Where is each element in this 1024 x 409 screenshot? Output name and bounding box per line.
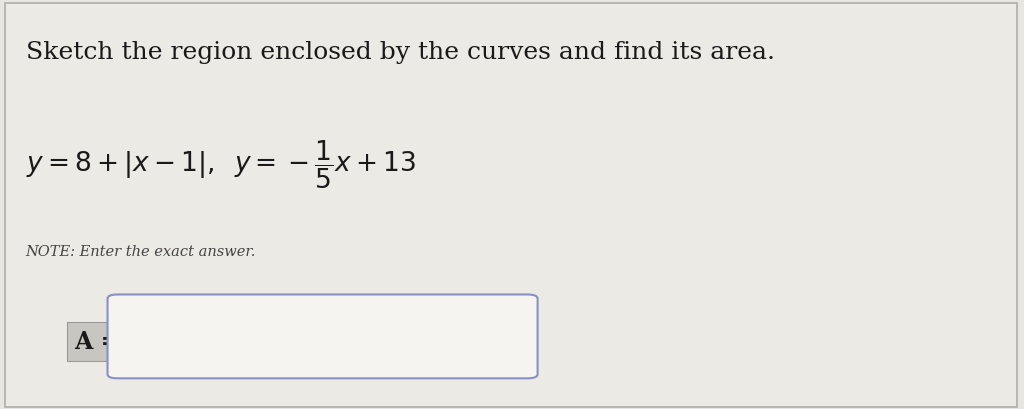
Text: Sketch the region enclosed by the curves and find its area.: Sketch the region enclosed by the curves… bbox=[26, 41, 774, 64]
FancyBboxPatch shape bbox=[5, 3, 1017, 407]
Text: $y = 8 + |x - 1|, \;\; y = -\dfrac{1}{5}x + 13$: $y = 8 + |x - 1|, \;\; y = -\dfrac{1}{5}… bbox=[26, 139, 416, 191]
FancyBboxPatch shape bbox=[108, 294, 538, 378]
Text: NOTE: Enter the exact answer.: NOTE: Enter the exact answer. bbox=[26, 245, 256, 259]
Text: A =: A = bbox=[74, 330, 121, 353]
